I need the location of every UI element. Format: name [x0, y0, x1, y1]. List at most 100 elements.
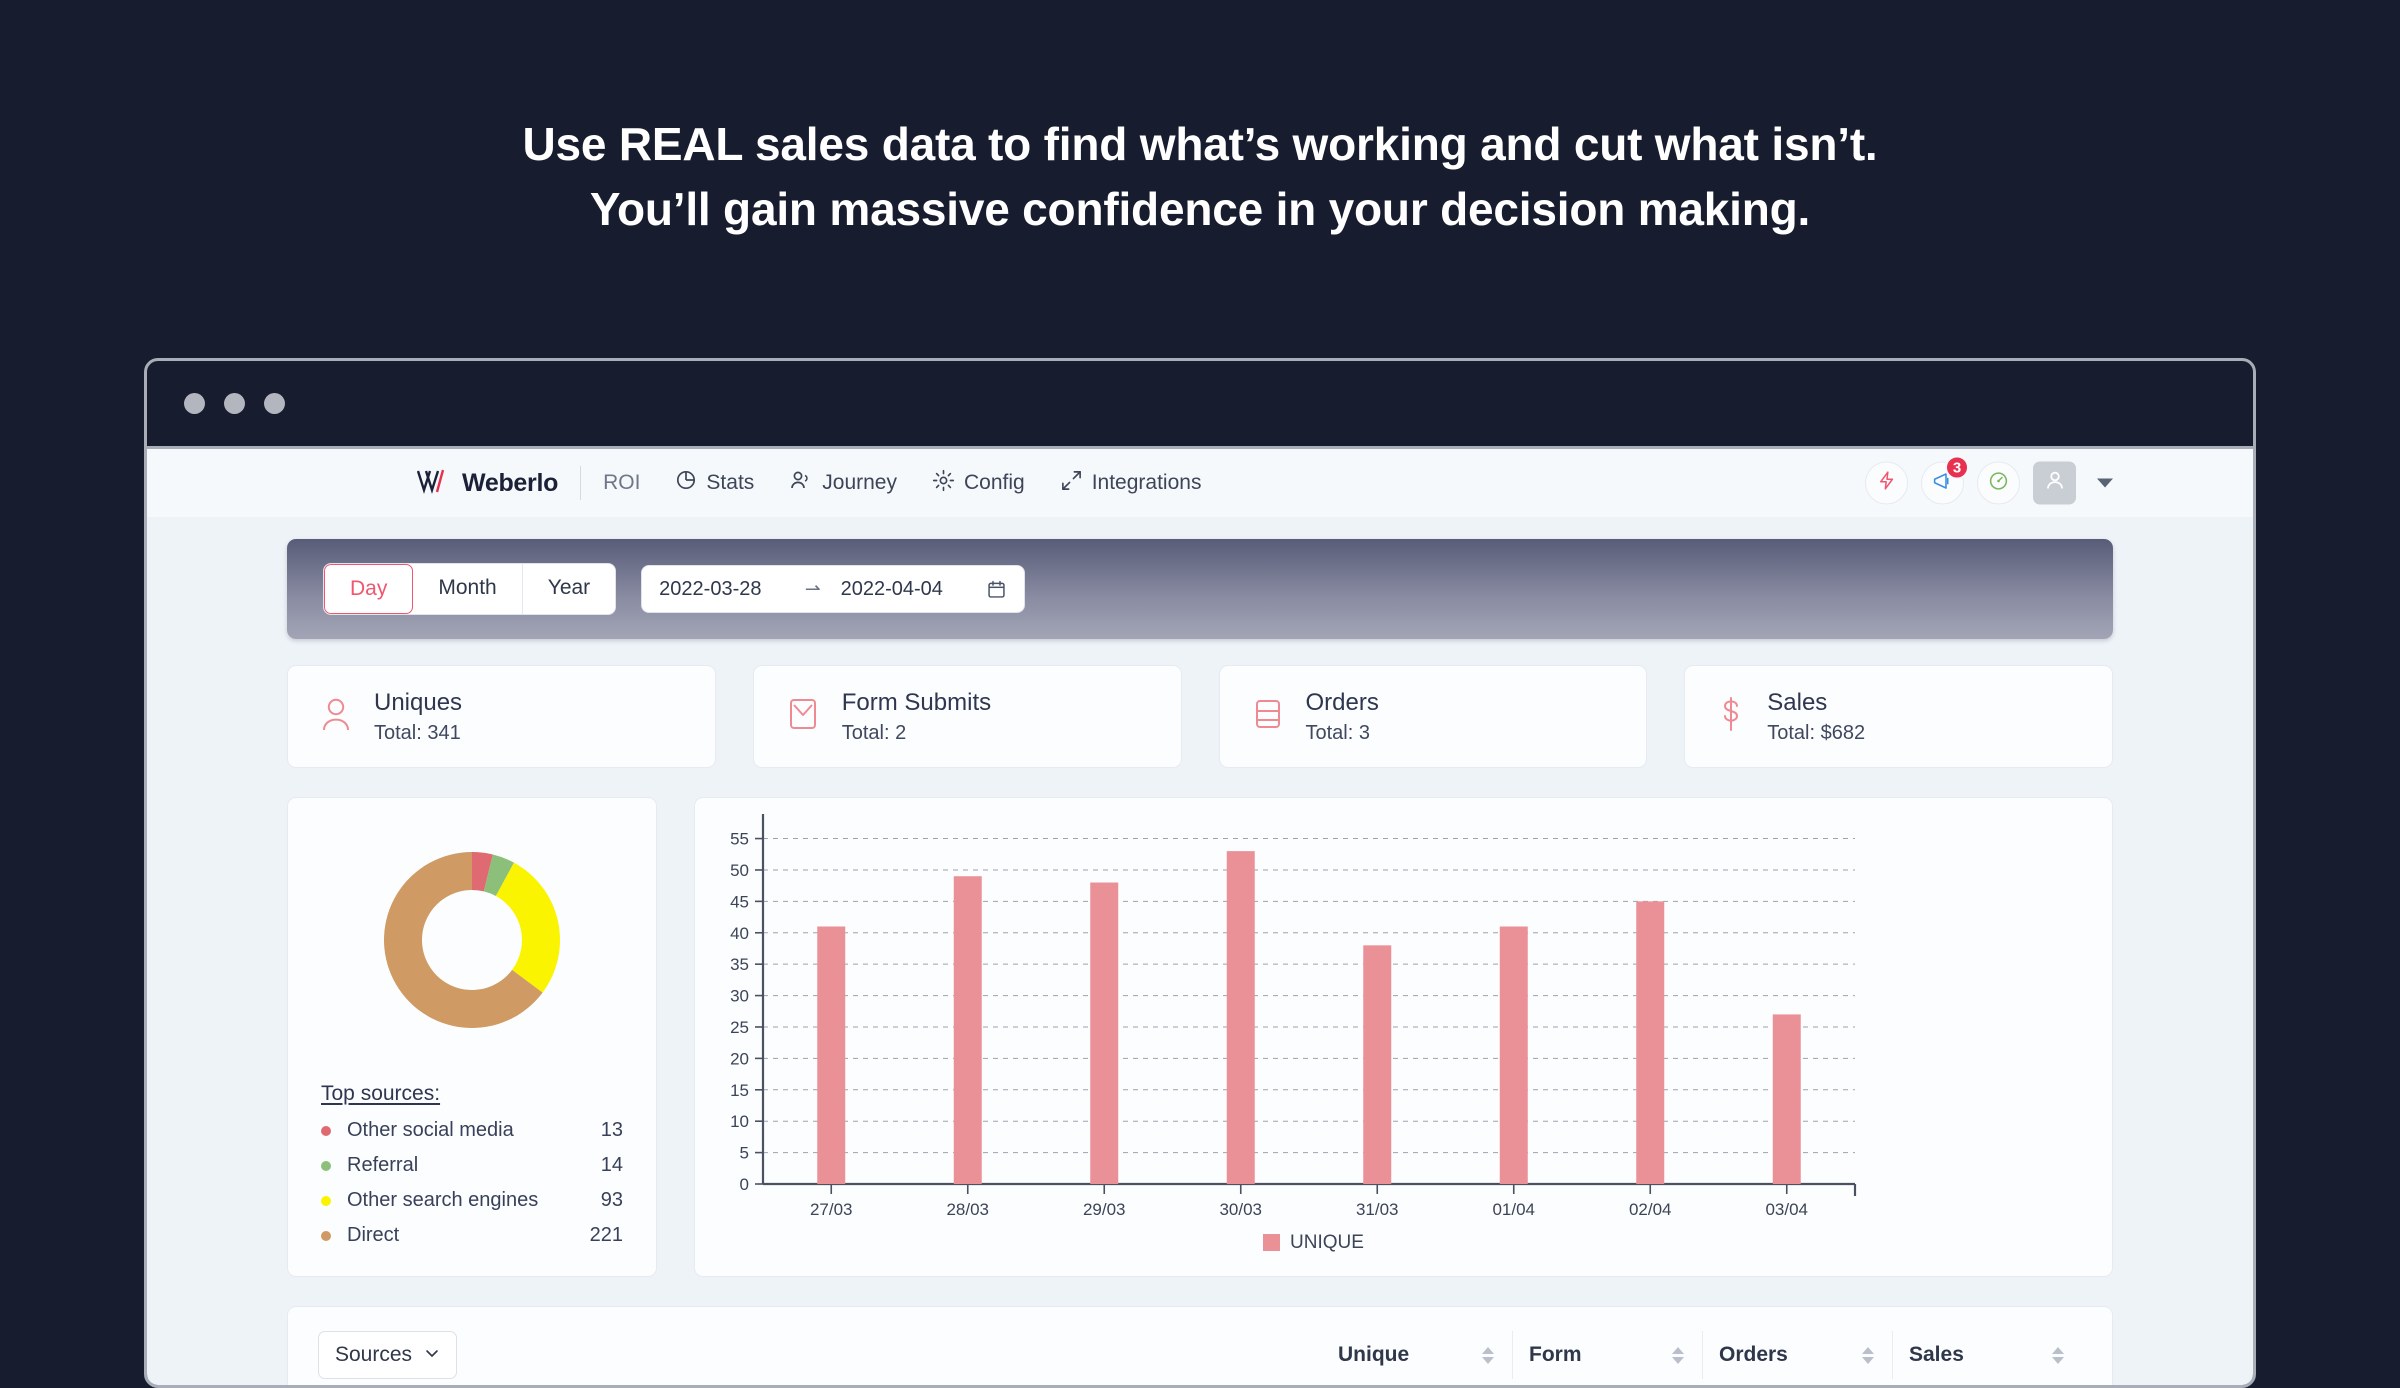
legend-swatch: [1263, 1234, 1280, 1251]
person-icon: [320, 696, 352, 737]
y-tick-label: 50: [730, 861, 749, 880]
stat-cards: Uniques Total: 341 Form Submits Total: 2: [287, 665, 2113, 768]
table-column-unique[interactable]: Unique: [1322, 1331, 1512, 1379]
granularity-year[interactable]: Year: [522, 563, 616, 615]
y-tick-label: 20: [730, 1049, 749, 1068]
source-label: Other social media: [347, 1119, 514, 1141]
list-item[interactable]: Direct 221: [321, 1224, 623, 1247]
sort-icon[interactable]: [1862, 1346, 1874, 1364]
x-tick-label: 29/03: [1083, 1200, 1126, 1219]
nav-item-journey[interactable]: Journey: [789, 469, 897, 497]
headline-line-2: You’ll gain massive confidence in your d…: [589, 183, 1811, 236]
stat-card-sales[interactable]: Sales Total: $682: [1684, 665, 2113, 768]
nav-item-label: Config: [964, 471, 1025, 494]
sources-table: Sources Unique Form Orders: [287, 1306, 2113, 1385]
date-end-value[interactable]: 2022-04-04: [840, 577, 943, 600]
granularity-day[interactable]: Day: [324, 563, 414, 615]
unique-bar-chart-panel: 0 5 10 15 20 25 30 35 40 45 50 55 27/03 28/03 29/03 30/…: [694, 797, 2113, 1277]
nav-item-label: Journey: [822, 471, 897, 494]
sort-icon[interactable]: [1482, 1346, 1494, 1364]
gear-icon: [932, 469, 955, 498]
calendar-icon[interactable]: [986, 579, 1007, 600]
chevron-down-icon[interactable]: [2097, 478, 2113, 488]
nav-item-roi[interactable]: ROI: [603, 471, 640, 495]
x-tick-label: 02/04: [1629, 1200, 1672, 1219]
bar[interactable]: [1226, 851, 1255, 1184]
y-tick-label: 35: [730, 955, 749, 974]
bar[interactable]: [953, 876, 982, 1184]
window-close-dot[interactable]: [184, 393, 205, 414]
list-item[interactable]: Referral 14: [321, 1154, 623, 1177]
stat-card-title: Sales: [1767, 688, 1828, 716]
table-header-row: Unique Form Orders Sales: [1322, 1331, 2082, 1379]
window-minimize-dot[interactable]: [224, 393, 245, 414]
nav-item-integrations[interactable]: Integrations: [1060, 469, 1202, 498]
x-tick-label: 28/03: [946, 1200, 989, 1219]
stat-card-form-submits[interactable]: Form Submits Total: 2: [752, 665, 1182, 768]
stat-card-total: Total: 3: [1305, 721, 1370, 744]
avatar[interactable]: [2033, 461, 2076, 505]
users-icon: [789, 469, 813, 497]
y-tick-label: 45: [730, 892, 749, 911]
x-tick-label: 31/03: [1356, 1200, 1399, 1219]
nav-divider: [580, 466, 582, 500]
integrations-icon: [1060, 469, 1083, 498]
granularity-month[interactable]: Month: [413, 563, 523, 615]
y-tick-label: 30: [730, 987, 749, 1006]
nav-item-label: Integrations: [1091, 471, 1202, 494]
donut-slice[interactable]: [472, 852, 493, 892]
column-label: Sales: [1909, 1343, 1964, 1366]
y-tick-label: 0: [740, 1175, 749, 1194]
bar[interactable]: [1499, 926, 1528, 1184]
bar[interactable]: [817, 926, 846, 1184]
source-label: Direct: [347, 1224, 400, 1246]
nav-item-stats[interactable]: Stats: [675, 469, 754, 497]
window-maximize-dot[interactable]: [264, 393, 285, 414]
nav-item-label: Stats: [706, 471, 755, 494]
list-item[interactable]: Other social media 13: [321, 1119, 623, 1142]
sort-icon[interactable]: [2052, 1346, 2064, 1364]
megaphone-icon: [1932, 470, 1953, 496]
y-tick-label: 40: [730, 924, 749, 943]
table-column-orders[interactable]: Orders: [1702, 1331, 1892, 1379]
stat-card-uniques[interactable]: Uniques Total: 341: [287, 665, 716, 768]
x-tick-label: 01/04: [1492, 1200, 1535, 1219]
browser-window: Weberlo ROI Stats Journey: [144, 358, 2256, 1388]
sort-icon[interactable]: [1672, 1346, 1684, 1364]
y-tick-label: 10: [730, 1112, 749, 1131]
table-column-sales[interactable]: Sales: [1892, 1331, 2082, 1379]
announcements-button[interactable]: 3: [1921, 455, 1969, 505]
app-viewport: Weberlo ROI Stats Journey: [147, 446, 2253, 1385]
table-column-form[interactable]: Form: [1512, 1331, 1702, 1379]
brand-logo[interactable]: Weberlo: [416, 468, 559, 499]
stat-card-orders[interactable]: Orders Total: 3: [1218, 665, 1648, 768]
top-sources-title: Top sources:: [321, 1082, 441, 1105]
source-label: Referral: [347, 1154, 419, 1176]
donut-slice[interactable]: [384, 852, 543, 1028]
nav-item-config[interactable]: Config: [932, 469, 1025, 498]
promo-headline: Use REAL sales data to find what’s worki…: [0, 0, 2400, 243]
source-value: 14: [600, 1154, 623, 1176]
date-range-picker[interactable]: 2022-03-28 ⇀ 2022-04-04: [641, 565, 1026, 613]
brand-name: Weberlo: [462, 468, 559, 497]
stat-card-total: Total: $682: [1767, 721, 1866, 744]
stat-card-title: Orders: [1305, 688, 1379, 716]
orders-icon: [1252, 696, 1284, 737]
bar[interactable]: [1363, 945, 1392, 1184]
top-sources-panel: Top sources: Other social media 13 Refer…: [287, 797, 657, 1277]
source-label: Other search engines: [347, 1189, 539, 1211]
bar[interactable]: [1772, 1014, 1801, 1184]
donut-slice[interactable]: [495, 862, 560, 993]
sources-dropdown[interactable]: Sources: [318, 1331, 458, 1379]
lightning-icon: [1877, 471, 1897, 496]
lightning-button[interactable]: [1865, 461, 1908, 505]
navbar-actions: 3: [1865, 455, 2113, 505]
donut-slice[interactable]: [483, 854, 514, 897]
bar[interactable]: [1636, 901, 1665, 1184]
bar[interactable]: [1090, 882, 1119, 1184]
performance-button[interactable]: [1977, 461, 2020, 505]
list-item[interactable]: Other search engines 93: [321, 1189, 623, 1212]
notification-badge: 3: [1945, 455, 1969, 480]
date-start-value[interactable]: 2022-03-28: [659, 577, 762, 600]
y-tick-label: 15: [730, 1081, 749, 1100]
